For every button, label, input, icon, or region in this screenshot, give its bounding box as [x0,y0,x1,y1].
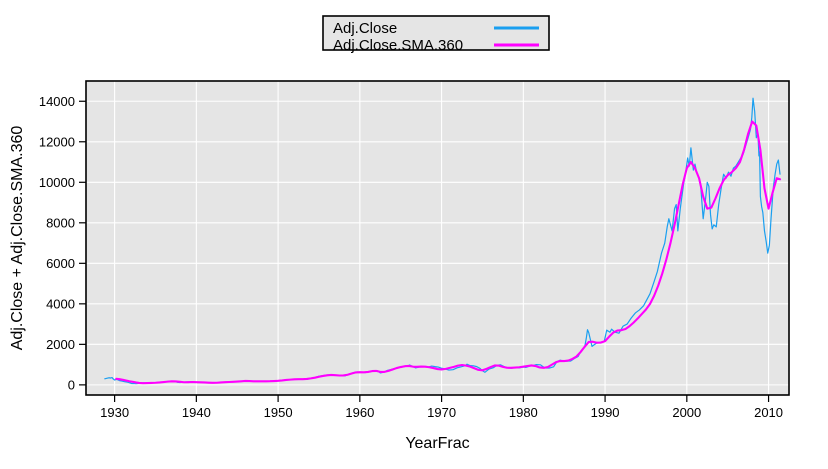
y-tick-label: 6000 [46,256,75,271]
x-tick-label: 1940 [182,405,211,420]
plot-panel-border [85,80,790,396]
gridlines [86,81,789,395]
y-tick-label: 12000 [39,134,75,149]
legend-label-0: Adj.Close [333,20,397,37]
x-tick-label: 1960 [345,405,374,420]
y-tick-label: 10000 [39,175,75,190]
y-tick-label: 8000 [46,215,75,230]
legend-label-1: Adj.Close.SMA.360 [333,37,463,54]
x-tick-label: 1950 [264,405,293,420]
x-tick-label: 1970 [427,405,456,420]
series-line-adj-close-sma-360 [115,120,782,385]
series-group [104,97,782,385]
y-tick-label: 4000 [46,296,75,311]
x-tick-label: 1930 [100,405,129,420]
y-tick-label: 2000 [46,337,75,352]
x-tick-label: 2010 [754,405,783,420]
x-tick-label: 1990 [591,405,620,420]
x-axis: 1930 1940 1950 1960 1970 1980 1990 2000 2010 [100,395,783,420]
x-tick-label: 2000 [672,405,701,420]
x-axis-title: YearFrac [405,435,469,452]
y-tick-label: 0 [68,377,75,392]
y-axis: 0 2000 4000 6000 8000 10000 12000 14000 [39,94,86,392]
x-tick-label: 1980 [509,405,538,420]
y-tick-label: 14000 [39,94,75,109]
y-axis-title: Adj.Close + Adj.Close.SMA.360 [9,126,26,351]
plot-panel-background [86,81,789,395]
